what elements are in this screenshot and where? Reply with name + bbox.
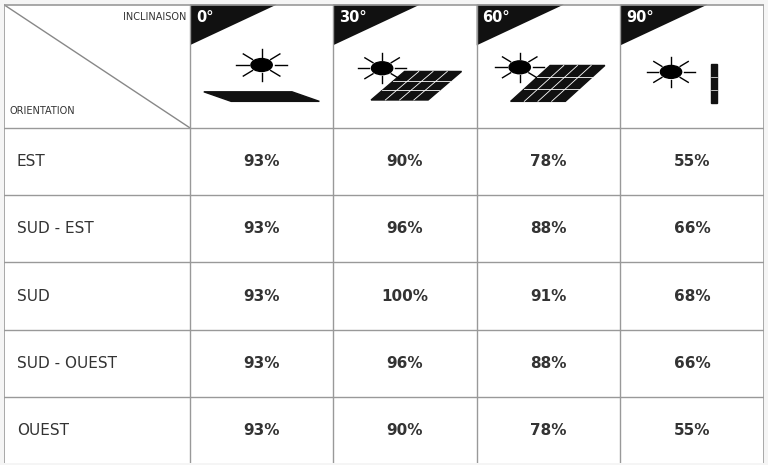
Text: 55%: 55%	[674, 423, 710, 438]
Text: 78%: 78%	[531, 154, 567, 169]
Text: 91%: 91%	[531, 288, 567, 304]
Text: 30°: 30°	[339, 10, 366, 25]
Polygon shape	[710, 64, 717, 103]
Polygon shape	[190, 5, 276, 45]
Polygon shape	[511, 66, 605, 101]
Text: 96%: 96%	[386, 356, 423, 371]
Polygon shape	[477, 5, 564, 45]
Text: 90%: 90%	[386, 154, 423, 169]
Text: EST: EST	[17, 154, 45, 169]
Circle shape	[251, 59, 272, 72]
Circle shape	[372, 62, 392, 75]
Text: 90%: 90%	[386, 423, 423, 438]
Polygon shape	[371, 72, 462, 100]
Text: 0°: 0°	[196, 10, 214, 25]
Text: OUEST: OUEST	[17, 423, 69, 438]
Text: SUD: SUD	[17, 288, 50, 304]
Polygon shape	[621, 5, 707, 45]
Text: ORIENTATION: ORIENTATION	[10, 106, 75, 117]
Text: 100%: 100%	[382, 288, 429, 304]
Text: 66%: 66%	[674, 356, 710, 371]
Polygon shape	[204, 92, 319, 101]
Text: 93%: 93%	[243, 221, 280, 236]
Text: 88%: 88%	[531, 356, 567, 371]
Text: 90°: 90°	[626, 10, 654, 25]
Polygon shape	[333, 5, 420, 45]
Text: INCLINAISON: INCLINAISON	[123, 12, 187, 21]
Text: SUD - OUEST: SUD - OUEST	[17, 356, 117, 371]
Text: 93%: 93%	[243, 356, 280, 371]
Text: 93%: 93%	[243, 423, 280, 438]
Text: 68%: 68%	[674, 288, 710, 304]
Text: 55%: 55%	[674, 154, 710, 169]
Text: 66%: 66%	[674, 221, 710, 236]
Text: 93%: 93%	[243, 154, 280, 169]
Text: SUD - EST: SUD - EST	[17, 221, 94, 236]
Text: 60°: 60°	[482, 10, 510, 25]
Text: 96%: 96%	[386, 221, 423, 236]
Circle shape	[509, 61, 531, 74]
Text: 88%: 88%	[531, 221, 567, 236]
Text: 93%: 93%	[243, 288, 280, 304]
Text: 78%: 78%	[531, 423, 567, 438]
Circle shape	[660, 66, 682, 79]
